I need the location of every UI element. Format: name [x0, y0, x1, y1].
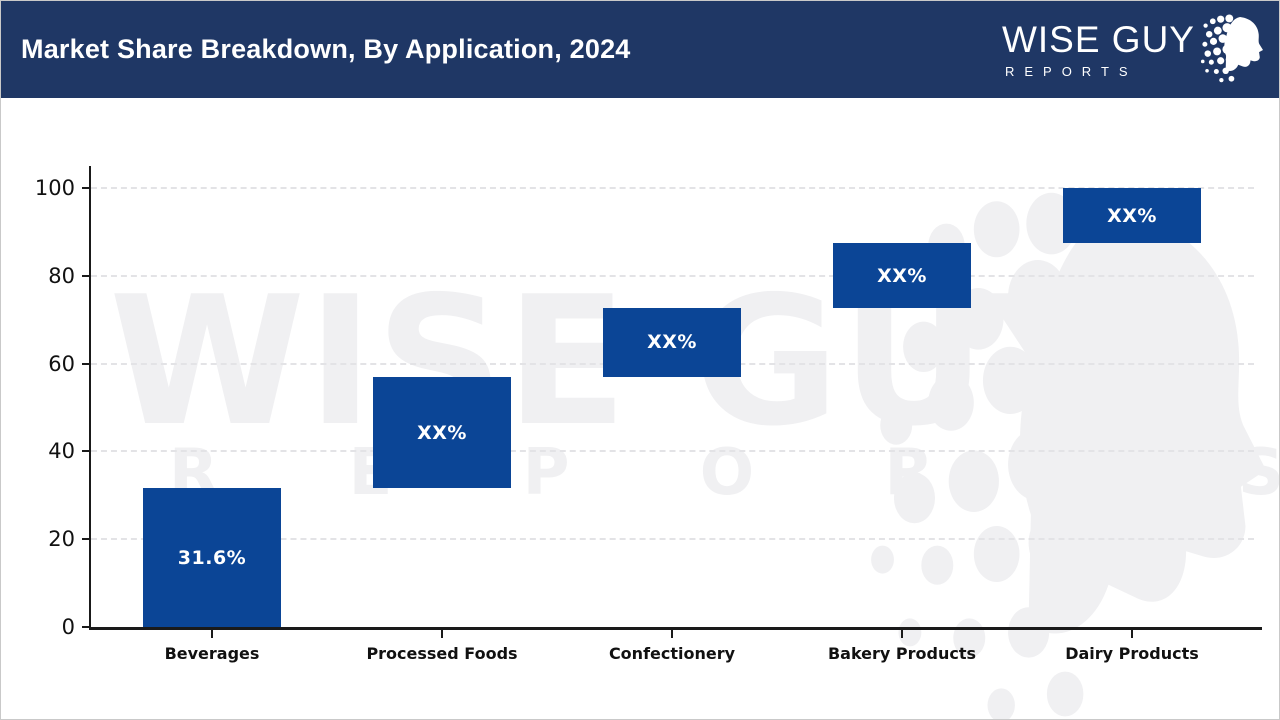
y-axis-tick [82, 538, 89, 541]
chart-bar: XX% [373, 376, 511, 489]
x-axis-category-label: Confectionery [608, 644, 736, 663]
logo-subtitle: REPORTS [1004, 63, 1138, 79]
gridline [91, 187, 1254, 189]
bar-value-label: XX% [417, 421, 467, 444]
x-axis-tick [671, 630, 673, 638]
gridline [91, 538, 1254, 541]
chart-bar: 31.6% [143, 488, 281, 627]
bar-value-label: 31.6% [177, 546, 247, 569]
gridline [91, 274, 1254, 277]
y-axis-tick-label: 20 [48, 527, 75, 552]
x-axis-tick [211, 630, 213, 638]
y-axis-tick-label: 60 [48, 351, 75, 376]
x-axis-tick [901, 630, 903, 638]
y-axis-tick-label: 100 [34, 176, 75, 200]
gridline [91, 450, 1254, 453]
chart-bar: XX% [603, 307, 741, 377]
watermark-subtitle: R E P O R T S [169, 436, 1280, 510]
bar-value-label: XX% [877, 264, 927, 287]
y-axis-tick [82, 274, 89, 277]
y-axis-tick [82, 626, 89, 628]
y-axis-tick [82, 450, 89, 453]
wiseguy-logo: WISE GUY REPORTS [1002, 12, 1263, 88]
page-title: Market Share Breakdown, By Application, … [21, 34, 631, 64]
x-axis-category-label: Processed Foods [366, 644, 518, 663]
x-axis-line [89, 627, 1262, 630]
report-header: Market Share Breakdown, By Application, … [1, 1, 1279, 98]
bar-value-label: XX% [1107, 204, 1157, 227]
y-axis-tick-label: 80 [48, 263, 75, 288]
chart-bar: XX% [1063, 188, 1201, 244]
x-axis-tick [1131, 630, 1133, 638]
y-axis-tick-label: 0 [61, 615, 75, 639]
y-axis-tick-label: 40 [48, 439, 75, 464]
logo-wordmark: WISE GUY [1001, 18, 1195, 60]
x-axis-category-label: Bakery Products [827, 644, 977, 663]
x-axis-category-label: Beverages [164, 644, 260, 663]
waterfall-chart: WISE GUY R E P O R T S 0 20 40 60 80 100 31.6%… [1, 98, 1280, 719]
x-axis-category-label: Dairy Products [1065, 644, 1199, 663]
y-axis-line [89, 166, 91, 630]
wiseguy-logo-text: WISE GUY REPORTS [1002, 21, 1195, 79]
x-axis-tick [441, 630, 443, 638]
y-axis-tick [82, 187, 89, 189]
wiseguy-face-icon [1200, 13, 1263, 82]
y-axis-tick [82, 362, 89, 365]
chart-bar: XX% [833, 243, 971, 308]
bar-value-label: XX% [647, 331, 697, 354]
